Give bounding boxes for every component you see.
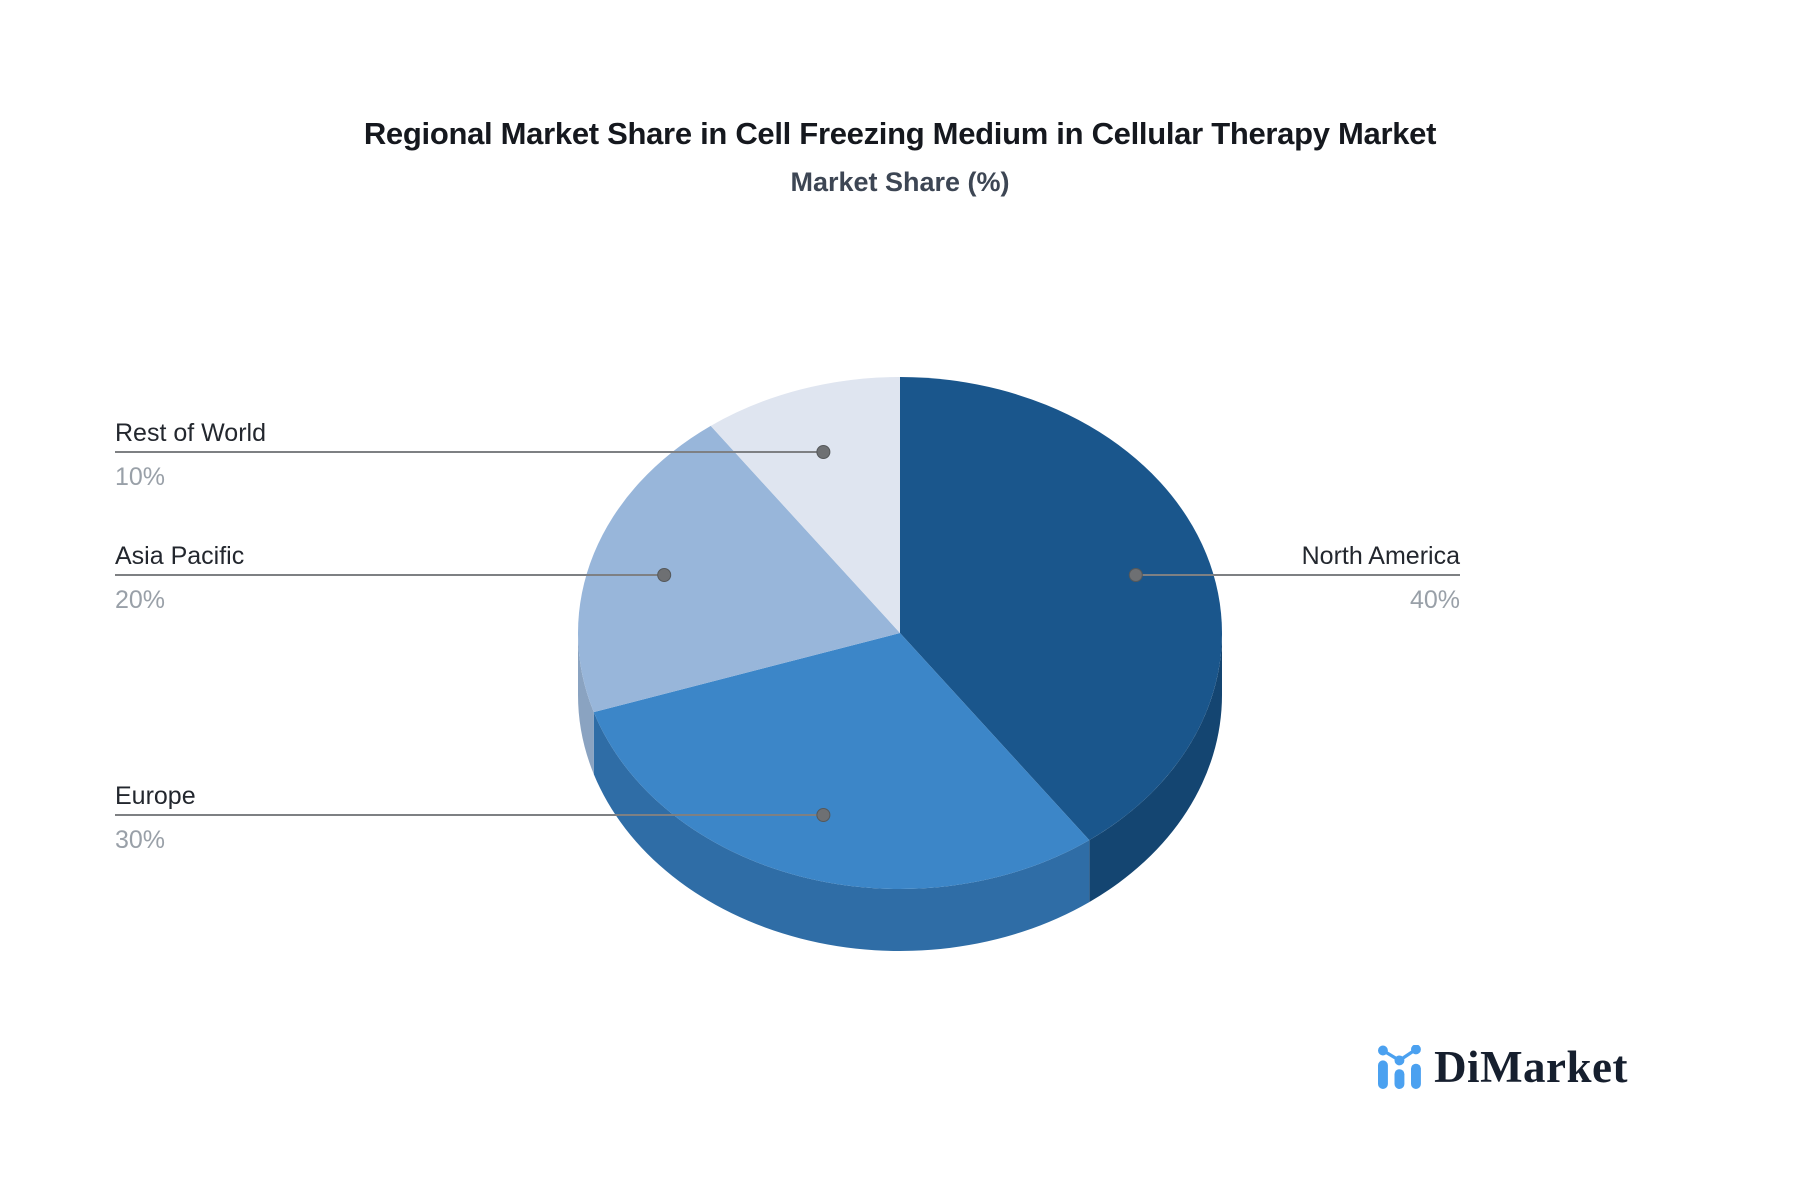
leader-dot-asia-pacific bbox=[657, 568, 672, 582]
chart-title: Regional Market Share in Cell Freezing M… bbox=[363, 116, 1437, 151]
chart-subtitle: Market Share (%) bbox=[790, 167, 1010, 197]
slice-label-europe: Europe 30% bbox=[115, 781, 535, 855]
slice-label-value: 20% bbox=[115, 586, 166, 614]
slice-label-name: North America bbox=[1301, 542, 1460, 570]
pie-slice-side-north-america bbox=[1089, 633, 1222, 903]
pie-slice-europe[interactable] bbox=[593, 633, 1090, 889]
slice-label-value: 30% bbox=[115, 826, 166, 854]
slice-label-value: 40% bbox=[1409, 586, 1460, 614]
pie-slice-north-america[interactable] bbox=[900, 377, 1222, 841]
dimarket-logo: DiMarket bbox=[1378, 1040, 1628, 1090]
slice-label-value: 10% bbox=[115, 463, 166, 491]
bar-line-chart-icon bbox=[1378, 1045, 1421, 1089]
leader-dot-rest-of-world bbox=[816, 445, 831, 459]
pie-slice-asia-pacific[interactable] bbox=[578, 425, 900, 713]
leader-dot-europe bbox=[816, 808, 831, 822]
leader-dot-north-america bbox=[1128, 568, 1143, 582]
pie-slice-rest-of-world[interactable] bbox=[710, 377, 900, 633]
slice-label-name: Asia Pacific bbox=[115, 542, 245, 570]
dimarket-logo-text: DiMarket bbox=[1434, 1042, 1628, 1092]
slice-label-asia-pacific: Asia Pacific 20% bbox=[115, 541, 535, 615]
slice-label-rest-of-world: Rest of World 10% bbox=[115, 418, 535, 492]
pie-slice-side-asia-pacific bbox=[578, 633, 594, 775]
slice-label-north-america: North America 40% bbox=[1040, 541, 1460, 615]
slice-label-name: Europe bbox=[115, 782, 196, 810]
slice-label-name: Rest of World bbox=[115, 419, 266, 447]
pie-slice-side-europe bbox=[593, 712, 1090, 951]
